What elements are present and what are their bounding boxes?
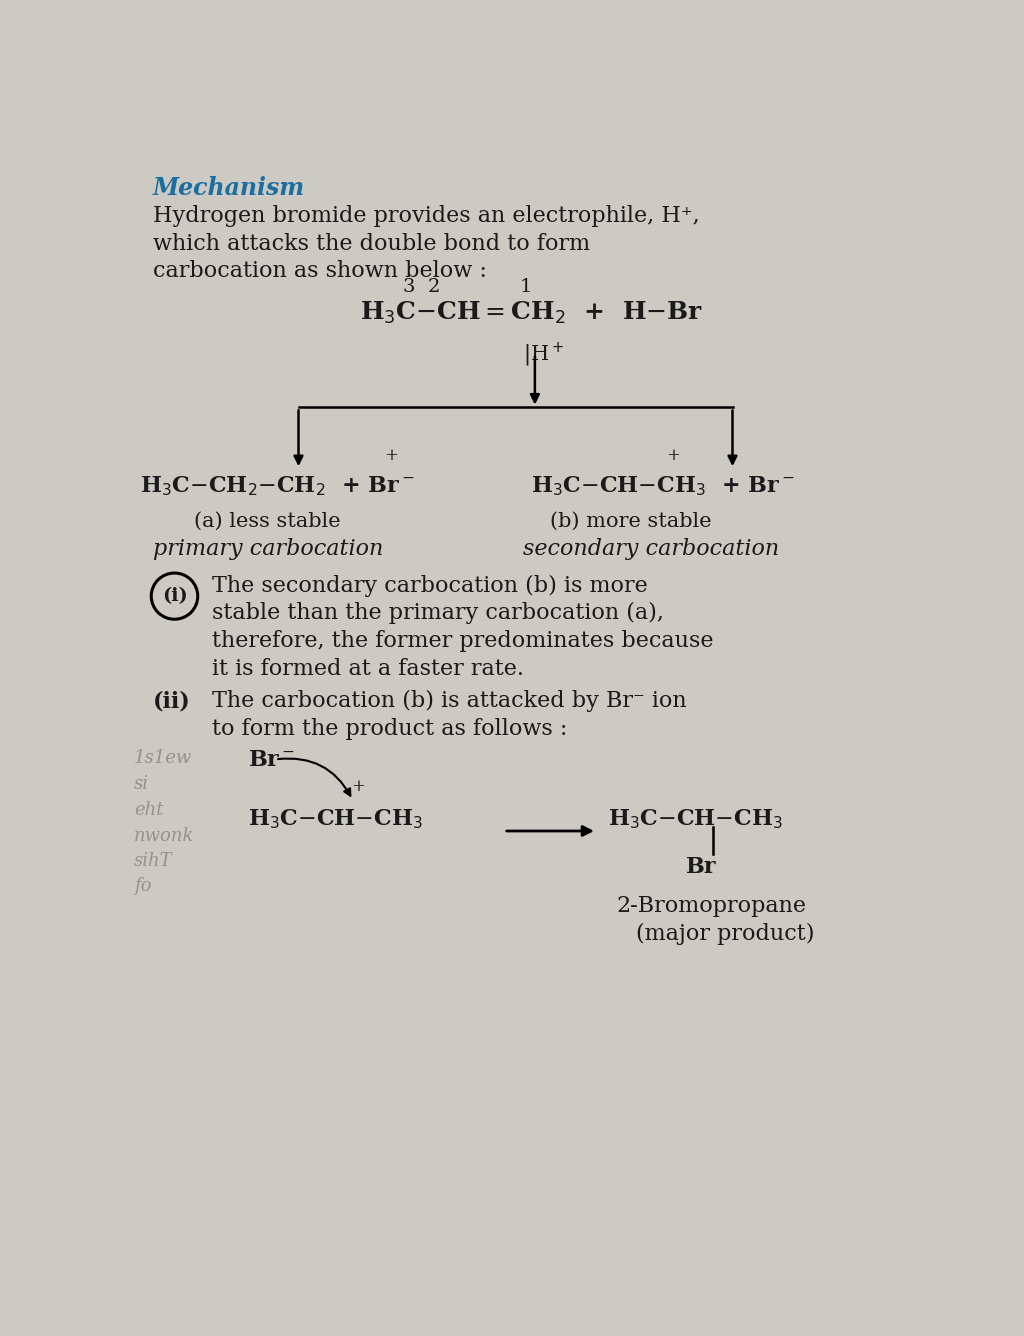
- Text: Br$^-$: Br$^-$: [248, 748, 295, 771]
- Text: (a) less stable: (a) less stable: [194, 512, 341, 530]
- Text: Mechanism: Mechanism: [153, 176, 305, 200]
- Text: it is formed at a faster rate.: it is formed at a faster rate.: [212, 657, 523, 680]
- Text: H$_3$C$-$CH$=$CH$_2$  +  H$-$Br: H$_3$C$-$CH$=$CH$_2$ + H$-$Br: [360, 299, 703, 326]
- Text: 2-Bromopropane: 2-Bromopropane: [616, 895, 806, 916]
- Text: The carbocation (b) is attacked by Br⁻ ion: The carbocation (b) is attacked by Br⁻ i…: [212, 691, 686, 712]
- Text: Br: Br: [686, 856, 717, 878]
- Text: stable than the primary carbocation (a),: stable than the primary carbocation (a),: [212, 603, 664, 624]
- Text: +: +: [667, 446, 681, 464]
- Text: si: si: [134, 775, 150, 792]
- Text: which attacks the double bond to form: which attacks the double bond to form: [153, 232, 590, 255]
- Text: $|$H$^+$: $|$H$^+$: [523, 341, 564, 369]
- Text: secondary carbocation: secondary carbocation: [523, 538, 779, 560]
- Text: (major product): (major product): [636, 923, 814, 945]
- Text: primary carbocation: primary carbocation: [153, 538, 383, 560]
- Text: H$_3$C$-$CH$-$CH$_3$  + Br$^-$: H$_3$C$-$CH$-$CH$_3$ + Br$^-$: [531, 474, 795, 498]
- Text: to form the product as follows :: to form the product as follows :: [212, 717, 567, 740]
- Text: sihT: sihT: [134, 852, 173, 870]
- Text: eht: eht: [134, 802, 164, 819]
- Text: H$_3$C$-$CH$_2$$-$CH$_2$  + Br$^-$: H$_3$C$-$CH$_2$$-$CH$_2$ + Br$^-$: [139, 474, 415, 498]
- Text: +: +: [384, 446, 397, 464]
- FancyArrowPatch shape: [278, 759, 350, 796]
- Text: 1: 1: [519, 278, 531, 295]
- Text: H$_3$C$-$CH$-$CH$_3$: H$_3$C$-$CH$-$CH$_3$: [248, 808, 423, 831]
- Text: +: +: [351, 778, 366, 795]
- Text: (b) more stable: (b) more stable: [550, 512, 712, 530]
- Text: Hydrogen bromide provides an electrophile, H⁺,: Hydrogen bromide provides an electrophil…: [153, 204, 699, 227]
- Text: The secondary carbocation (b) is more: The secondary carbocation (b) is more: [212, 574, 647, 597]
- Text: (i): (i): [162, 587, 187, 605]
- Text: carbocation as shown below :: carbocation as shown below :: [153, 261, 486, 282]
- Text: H$_3$C$-$CH$-$CH$_3$: H$_3$C$-$CH$-$CH$_3$: [608, 808, 783, 831]
- Text: fo: fo: [134, 878, 152, 895]
- Text: 3  2: 3 2: [403, 278, 440, 295]
- Text: nwonk: nwonk: [134, 827, 195, 846]
- Text: (ii): (ii): [153, 691, 190, 712]
- Text: therefore, the former predominates because: therefore, the former predominates becau…: [212, 631, 713, 652]
- Text: 1s1ew: 1s1ew: [134, 748, 193, 767]
